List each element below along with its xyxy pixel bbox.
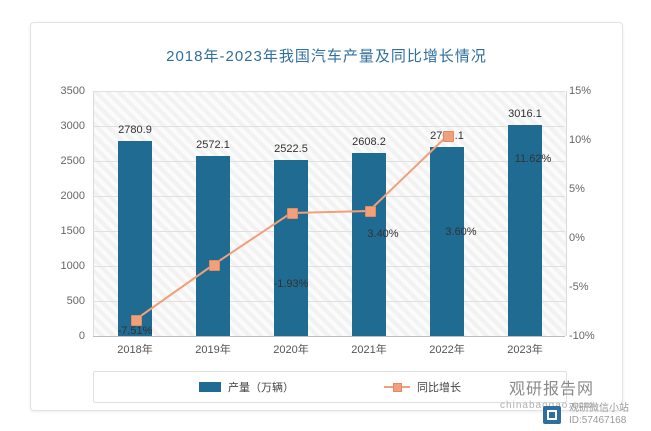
qr-code-icon[interactable] [543,405,561,424]
bar-label-2020: 2522.5 [274,143,308,155]
line-point-2020[interactable] [209,260,220,271]
footer-id: ID:57467168 [569,414,627,426]
y-axis-tick: 3500 [60,85,85,97]
growth-line [134,135,448,321]
gridline [93,266,565,267]
x-axis-label-2023: 2023年 [507,344,543,356]
watermark-main: 观研报告网 [508,381,594,398]
y2-axis-tick: -5% [569,281,589,293]
gridline [93,196,565,197]
bar-2021[interactable] [352,153,386,336]
y-axis-tick: 1500 [60,225,85,237]
bar-label-2019: 2572.1 [196,139,230,151]
x-axis-label-2019: 2019年 [195,344,231,356]
y2-axis-tick: 10% [569,134,592,146]
line-point-2022[interactable] [365,206,376,217]
chart-legend: 产量（万辆） 同比增长 [93,371,567,403]
x-axis-label-2020: 2020年 [273,344,309,356]
x-axis-label-2018: 2018年 [117,344,153,356]
legend-item-growth[interactable]: 同比增长 [384,379,461,395]
bar-label-2021: 2608.2 [352,136,386,148]
bar-label-2023: 3016.1 [508,108,542,120]
x-axis-label-2022: 2022年 [429,344,465,356]
bar-2023[interactable] [508,125,542,336]
bar-2020[interactable] [274,160,308,336]
y-axis-tick: 3000 [60,120,85,132]
y2-axis-tick: 5% [569,183,585,195]
line-label-2019: -7.51% [117,325,153,337]
chart-title: 2018年-2023年我国汽车产量及同比增长情况 [166,48,487,65]
x-axis [93,336,565,337]
bar-2022[interactable] [430,147,464,336]
line-point-2023[interactable] [443,131,454,142]
plot-area [93,91,567,336]
line-point-2019[interactable] [131,315,142,326]
line-point-2021[interactable] [287,208,298,219]
y2-axis-tick: 0% [569,232,585,244]
bar-2019[interactable] [196,156,230,336]
gridline [93,301,565,302]
y2-axis-tick: -10% [569,330,595,342]
gridline [93,231,565,232]
line-label-2022: 3.60% [445,226,477,238]
y2-axis-tick: 15% [569,85,592,97]
line-label-2020: -1.93% [273,278,309,290]
footer-text: 观研微信小站 ID:57467168 [569,403,629,427]
gridline [93,161,565,162]
y-axis-tick: 1000 [60,260,85,272]
legend-item-production[interactable]: 产量（万辆） [199,379,294,395]
y-axis-tick: 500 [66,295,85,307]
chart-card: 2018年-2023年我国汽车产量及同比增长情况 3500 3000 2500 … [30,22,623,411]
line-label-2021: 3.40% [367,228,399,240]
y-axis-tick: 0 [78,330,85,342]
bar-label-2018: 2780.9 [118,124,152,136]
legend-swatch-line-icon [384,383,410,392]
x-axis-label-2021: 2021年 [351,344,387,356]
footer-site: 观研微信小站 [569,402,629,414]
gridline [93,91,565,92]
legend-label-growth: 同比增长 [417,382,461,394]
y-axis-tick: 2000 [60,190,85,202]
legend-swatch-bar-icon [199,382,221,392]
line-label-2023: 11.62% [514,153,552,165]
bar-2018[interactable] [118,141,152,336]
y-axis-tick: 2500 [60,155,85,167]
footer-bar: 观研微信小站 ID:57467168 [0,398,651,431]
legend-label-production: 产量（万辆） [228,382,294,394]
gridline [93,126,565,127]
